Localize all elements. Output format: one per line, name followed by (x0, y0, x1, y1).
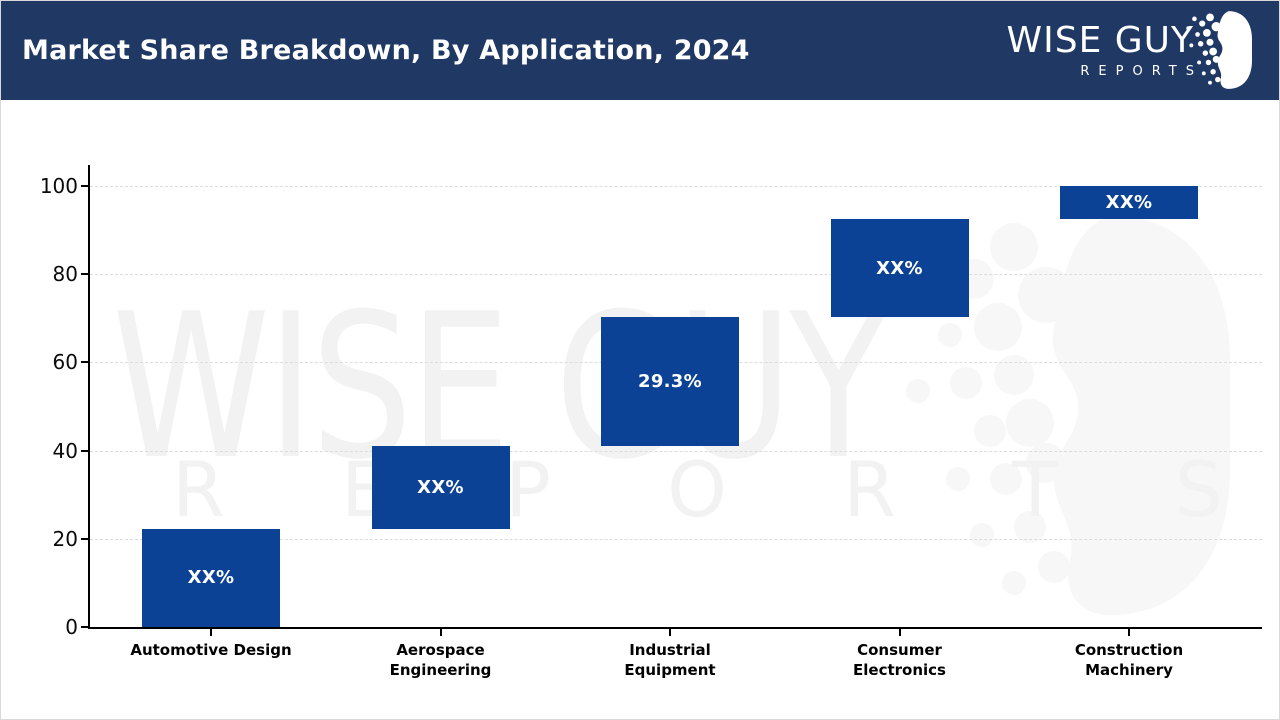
y-axis-tick-label: 40 (52, 438, 78, 463)
y-gridline-20 (90, 538, 1262, 540)
logo-subtitle: REPORTS (1080, 63, 1203, 79)
y-axis-tick-label: 0 (65, 615, 78, 639)
y-axis-line (88, 165, 90, 629)
bar-consumer-electronics: XX% (830, 219, 969, 317)
y-gridline-100 (90, 186, 1262, 187)
category-label-line: Equipment (624, 661, 716, 680)
y-axis-tick-mark (81, 361, 88, 364)
logo-wordmark: WISE GUY (1006, 19, 1194, 61)
category-label-line: Electronics (853, 661, 946, 680)
x-axis-line (88, 627, 1262, 629)
header-bar: Market Share Breakdown, By Application, … (0, 0, 1280, 100)
category-label-line: Consumer (857, 641, 942, 659)
x-axis-category-label-automotive-design: Automotive Design (96, 640, 326, 660)
bar-construction-machinery: XX% (1060, 186, 1198, 220)
bar-automotive-design: XX% (142, 528, 280, 627)
category-label-line: Construction (1074, 641, 1184, 659)
category-label-line: Engineering (389, 661, 492, 680)
y-axis-tick-mark (81, 273, 88, 276)
bar-value-label: XX% (876, 257, 923, 279)
y-axis-tick-label: 20 (52, 526, 78, 551)
x-axis-category-label-industrial-equipment: Industrial Equipment (555, 640, 785, 681)
x-axis-tick-mark (898, 629, 901, 636)
bar-value-label: XX% (417, 476, 464, 498)
chart-plot-area: 0 20 40 60 80 100 XX% Automotive Design XX% Aeros… (0, 100, 1280, 720)
x-axis-tick-mark (1128, 629, 1130, 636)
logo-face-icon (1186, 11, 1252, 89)
x-axis-category-label-consumer-electronics: Consumer Electronics (785, 640, 1015, 681)
x-axis-category-label-construction-machinery: Construction Machinery (1014, 640, 1244, 681)
x-axis-tick-mark (210, 629, 212, 636)
bar-value-label: 29.3% (638, 371, 702, 393)
y-axis-tick-label: 60 (52, 350, 78, 375)
y-axis-tick-label: 80 (52, 262, 78, 287)
y-axis-tick-mark (81, 449, 88, 452)
x-axis-category-label-aerospace-engineering: Aerospace Engineering (326, 640, 556, 681)
y-axis-tick-mark (81, 185, 88, 187)
bar-value-label: XX% (187, 567, 235, 589)
category-label-line: Machinery (1085, 661, 1173, 680)
y-gridline-80 (90, 274, 1262, 276)
category-label-line: Industrial (629, 641, 711, 659)
category-label-line: Aerospace (396, 641, 485, 659)
x-axis-tick-mark (439, 629, 442, 636)
page-title: Market Share Breakdown, By Application, … (22, 34, 750, 66)
y-axis-tick-mark (81, 626, 88, 628)
bar-value-label: XX% (1105, 192, 1153, 214)
wise-guy-reports-logo: WISE GUY REPORTS (1007, 11, 1280, 89)
category-label-line: Automotive Design (130, 641, 292, 659)
bar-aerospace-engineering: XX% (371, 446, 510, 529)
y-axis-tick-mark (81, 537, 88, 540)
y-gridline-40 (90, 450, 1262, 452)
x-axis-tick-mark (669, 629, 671, 636)
y-axis-tick-label: 100 (39, 174, 78, 198)
bar-industrial-equipment: 29.3% (601, 316, 739, 447)
